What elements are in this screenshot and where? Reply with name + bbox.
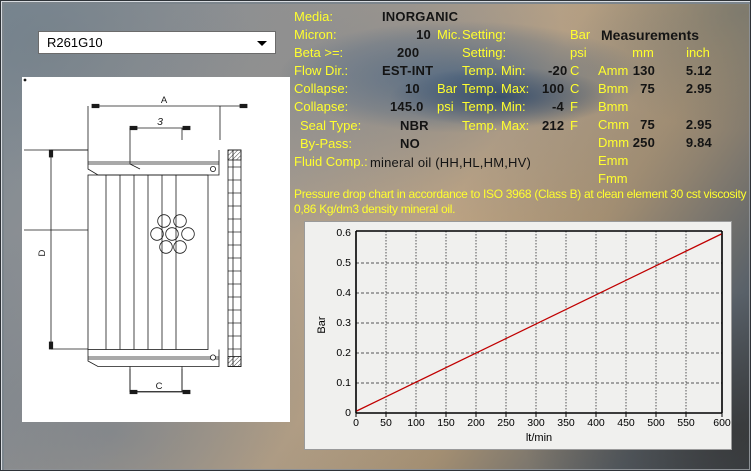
svg-text:0.5: 0.5 (336, 257, 351, 269)
svg-text:250: 250 (497, 417, 515, 429)
svg-text:lt/min: lt/min (526, 432, 552, 444)
svg-text:550: 550 (677, 417, 695, 429)
svg-text:0: 0 (353, 417, 359, 429)
svg-text:450: 450 (617, 417, 635, 429)
svg-text:100: 100 (407, 417, 425, 429)
svg-text:0.4: 0.4 (336, 287, 351, 299)
svg-text:0: 0 (345, 407, 351, 419)
svg-text:150: 150 (437, 417, 455, 429)
svg-text:350: 350 (557, 417, 575, 429)
svg-text:D: D (37, 249, 48, 256)
svg-text:0.3: 0.3 (336, 317, 351, 329)
svg-text:600: 600 (713, 417, 731, 429)
svg-text:50: 50 (380, 417, 392, 429)
svg-text:0.1: 0.1 (336, 377, 351, 389)
svg-text:0.2: 0.2 (336, 347, 351, 359)
svg-text:500: 500 (647, 417, 665, 429)
svg-text:300: 300 (527, 417, 545, 429)
svg-text:400: 400 (587, 417, 605, 429)
svg-text:C: C (156, 381, 163, 392)
svg-text:3: 3 (157, 116, 163, 128)
svg-text:A: A (161, 95, 168, 106)
svg-text:Bar: Bar (316, 316, 328, 333)
svg-text:200: 200 (467, 417, 485, 429)
